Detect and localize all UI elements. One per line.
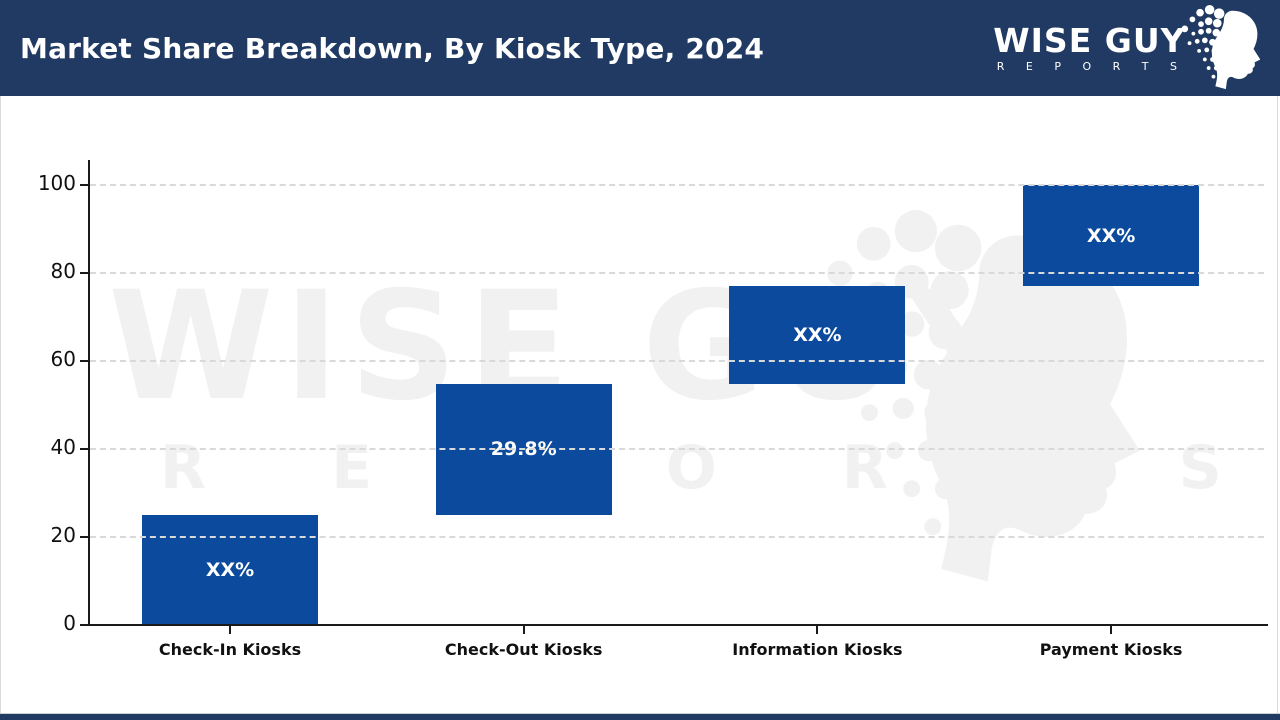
y-tick-mark-100 [80,184,88,186]
x-tick-mark-check-out-kiosks [522,626,525,634]
y-tick-label-80: 80 [50,259,76,283]
x-axis-label-check-in-kiosks: Check-In Kiosks [158,640,302,659]
bar-check-in-kiosks: XX% [142,515,318,625]
x-axis-label-information-kiosks: Information Kiosks [732,640,903,659]
logo-name-text: WISE GUY [993,21,1186,60]
bar-information-kiosks: XX% [729,286,906,384]
y-axis-spine [88,160,90,625]
x-tick-mark-payment-kiosks [1110,626,1113,634]
footer-divider [0,713,1280,714]
header-band: Market Share Breakdown, By Kiosk Type, 2… [0,0,1280,96]
dotted-head-icon [1181,5,1261,90]
bar-value-label-information-kiosks: XX% [793,324,842,347]
bar-payment-kiosks: XX% [1023,185,1200,287]
chart-title: Market Share Breakdown, By Kiosk Type, 2… [20,31,765,65]
logo-wordmark: WISE GUY R E P O R T S [993,24,1186,72]
logo-sub-text: R E P O R T S [996,60,1186,73]
x-tick-mark-information-kiosks [816,626,819,634]
wise-guy-reports-logo: WISE GUY R E P O R T S [993,0,1266,96]
gridline-100 [90,184,1264,186]
y-tick-label-20: 20 [50,523,76,547]
y-tick-label-100: 100 [37,171,76,195]
gridline-40 [90,448,1264,450]
y-tick-label-40: 40 [50,435,76,459]
bar-value-label-check-in-kiosks: XX% [205,559,255,581]
y-tick-mark-60 [80,360,88,362]
gridline-60 [90,360,1264,362]
y-tick-mark-80 [80,272,88,274]
gridline-80 [90,272,1264,274]
x-axis-spine [88,624,1268,626]
footer-band [0,714,1280,720]
gridline-20 [90,536,1264,538]
y-tick-mark-20 [80,536,88,538]
y-tick-label-60: 60 [50,347,76,371]
x-axis-label-payment-kiosks: Payment Kiosks [1039,640,1183,659]
y-tick-mark-0 [80,624,88,626]
y-tick-mark-40 [80,448,88,450]
y-tick-label-0: 0 [63,611,76,635]
bar-value-label-payment-kiosks: XX% [1086,224,1136,247]
x-axis-label-check-out-kiosks: Check-Out Kiosks [444,640,603,659]
x-tick-mark-check-in-kiosks [229,626,231,634]
